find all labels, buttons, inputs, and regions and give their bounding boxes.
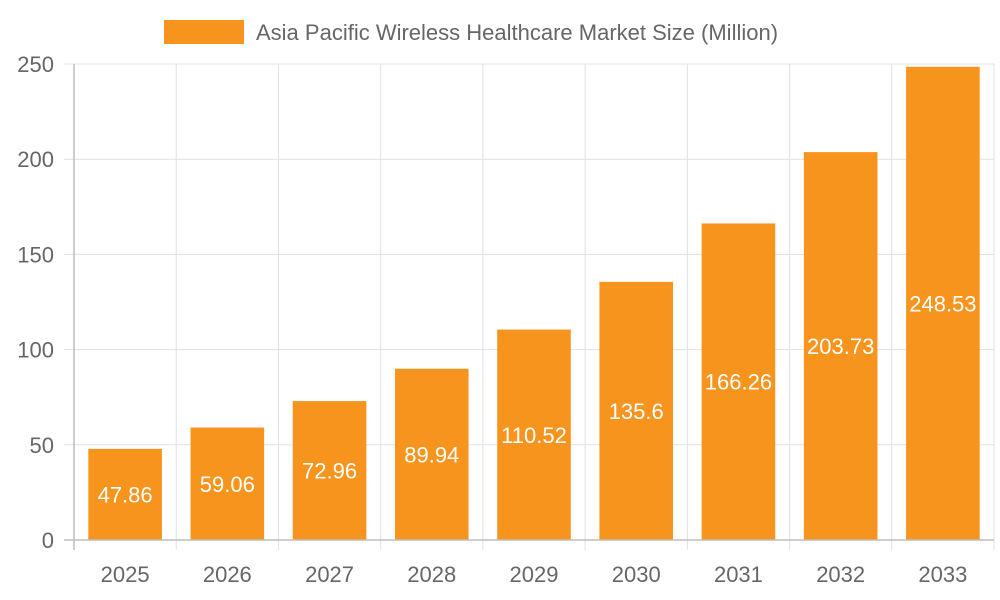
y-tick-label: 0 [42, 528, 54, 553]
x-tick-label: 2033 [918, 562, 967, 587]
data-label-2027: 72.96 [302, 459, 357, 484]
bar-2031 [701, 223, 776, 540]
x-tick-label: 2031 [714, 562, 763, 587]
x-axis-tick-labels: 2025 2026 2027 2028 2029 2030 2031 2032 2033 [101, 562, 968, 587]
data-label-2025: 47.86 [98, 482, 153, 507]
bar-2027 [292, 401, 367, 540]
bar-2025 [88, 448, 162, 540]
x-tick-label: 2029 [510, 562, 559, 587]
y-tick-label: 200 [17, 147, 54, 172]
y-tick-label: 150 [17, 242, 54, 267]
bar-2033 [906, 66, 980, 540]
y-axis-tick-labels: 0 50 100 150 200 250 [17, 52, 54, 553]
data-label-2032: 203.73 [807, 334, 874, 359]
x-tick-label: 2030 [612, 562, 661, 587]
bar-2028 [394, 368, 469, 540]
legend-swatch [164, 20, 244, 44]
bar-2029 [497, 329, 571, 540]
bar-2026 [190, 427, 265, 540]
bar-2030 [599, 281, 674, 540]
data-label-2026: 59.06 [200, 472, 255, 497]
bars [88, 66, 980, 540]
x-tick-label: 2025 [101, 562, 150, 587]
legend-label: Asia Pacific Wireless Healthcare Market … [256, 20, 778, 45]
data-labels: 47.86 59.06 72.96 89.94 110.52 135.6 166.26 203… [98, 291, 977, 507]
data-label-2033: 248.53 [909, 291, 976, 316]
x-tick-label: 2028 [407, 562, 456, 587]
data-label-2031: 166.26 [705, 370, 772, 395]
axes [64, 64, 994, 550]
grid-lines [64, 63, 995, 550]
x-tick-label: 2026 [203, 562, 252, 587]
data-label-2029: 110.52 [501, 423, 567, 448]
y-tick-label: 250 [17, 52, 54, 77]
x-tick-label: 2032 [816, 562, 865, 587]
bar-2032 [803, 152, 878, 540]
legend: Asia Pacific Wireless Healthcare Market … [164, 20, 778, 45]
x-tick-label: 2027 [305, 562, 354, 587]
data-label-2028: 89.94 [404, 442, 459, 467]
data-label-2030: 135.6 [609, 399, 664, 424]
y-tick-label: 100 [17, 338, 54, 363]
y-tick-label: 50 [30, 433, 54, 458]
